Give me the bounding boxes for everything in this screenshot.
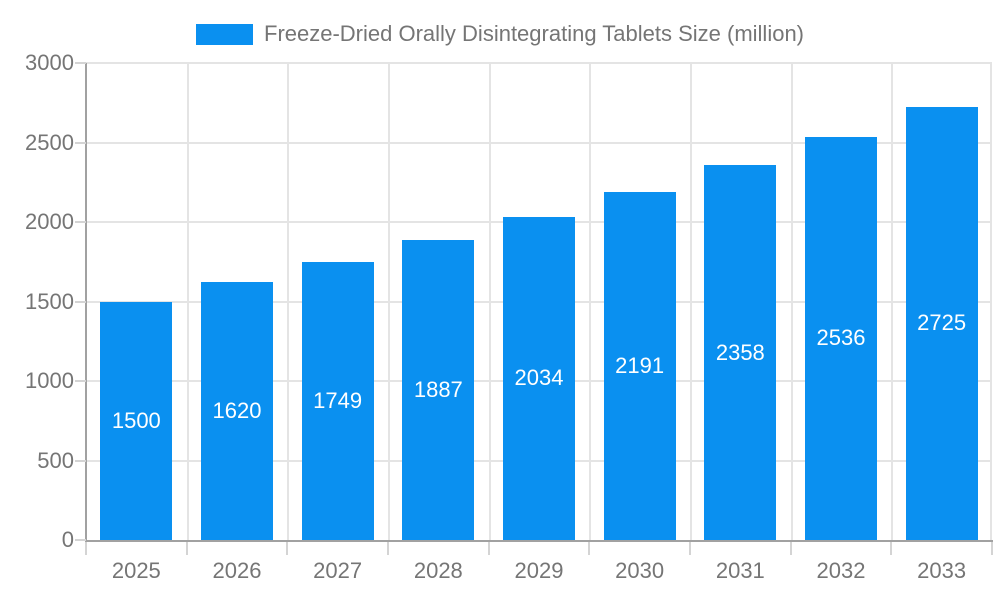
gridline-x-3 — [388, 63, 390, 540]
bar-2032[interactable]: 2536 — [805, 136, 877, 540]
bar-2028[interactable]: 1887 — [402, 239, 475, 540]
gridline-x-9 — [990, 63, 992, 540]
bar-2030[interactable]: 2191 — [603, 191, 676, 540]
x-axis-label-2031: 2031 — [715, 558, 765, 583]
x-axis-label-2026: 2026 — [212, 558, 262, 583]
y-tick-3000 — [75, 62, 86, 64]
y-axis-label-2500: 2500 — [25, 129, 74, 155]
x-axis-line — [85, 540, 993, 542]
y-tick-2500 — [75, 141, 86, 144]
bar-2025[interactable]: 1500 — [100, 301, 173, 540]
x-axis-label-2033: 2033 — [917, 558, 967, 583]
x-axis-label-2025: 2025 — [111, 558, 161, 583]
y-tick-2000 — [75, 221, 86, 223]
x-tick-1 — [185, 542, 188, 555]
plot-area: 1500 1620 1749 1887 2034 2191 2358 2536 2725 — [86, 62, 992, 540]
bar-value-label-2025: 1500 — [111, 407, 161, 433]
y-axis-label-1500: 1500 — [25, 288, 74, 314]
gridline-x-6 — [690, 63, 692, 540]
x-tick-2 — [286, 542, 289, 555]
x-tick-5 — [588, 542, 591, 555]
y-tick-1500 — [75, 300, 86, 303]
gridline-x-4 — [488, 63, 491, 540]
x-tick-7 — [789, 542, 792, 555]
bar-value-label-2027: 1749 — [313, 387, 363, 413]
gridline-y-2500 — [86, 141, 992, 144]
bar-2031[interactable]: 2358 — [704, 165, 777, 540]
bar-2033[interactable]: 2725 — [905, 106, 978, 540]
y-tick-500 — [75, 459, 86, 462]
bar-2029[interactable]: 2034 — [503, 216, 575, 540]
bar-value-label-2029: 2034 — [514, 365, 564, 391]
x-tick-3 — [387, 542, 389, 555]
gridline-x-2 — [287, 63, 290, 540]
gridline-x-5 — [589, 63, 592, 540]
x-axis-label-2030: 2030 — [615, 558, 665, 583]
x-axis-label-2028: 2028 — [413, 558, 463, 583]
x-tick-6 — [689, 542, 691, 555]
y-axis-label-1000: 1000 — [25, 368, 74, 393]
x-axis-label-2029: 2029 — [514, 558, 564, 583]
bar-value-label-2028: 1887 — [413, 376, 463, 402]
bar-value-label-2032: 2536 — [816, 325, 866, 351]
bar-2026[interactable]: 1620 — [201, 282, 273, 540]
y-tick-1000 — [75, 380, 86, 382]
legend-label: Freeze-Dried Orally Disintegrating Table… — [264, 21, 804, 46]
bar-value-label-2030: 2191 — [615, 352, 665, 378]
x-tick-8 — [890, 542, 893, 555]
bar-2027[interactable]: 1749 — [301, 261, 374, 540]
x-tick-4 — [487, 542, 490, 555]
bar-value-label-2033: 2725 — [917, 310, 967, 336]
gridline-x-1 — [186, 63, 189, 540]
gridline-x-8 — [891, 63, 894, 540]
x-axis-label-2027: 2027 — [313, 558, 363, 583]
y-axis-line — [85, 63, 87, 542]
y-axis-label-2000: 2000 — [25, 209, 74, 234]
legend-swatch-icon — [196, 23, 253, 45]
bar-value-label-2031: 2358 — [715, 339, 765, 365]
x-tick-9 — [991, 542, 993, 555]
y-axis-label-0: 0 — [61, 527, 74, 552]
y-axis-label-500: 500 — [37, 447, 74, 473]
gridline-x-7 — [790, 63, 793, 540]
x-axis-label-2032: 2032 — [816, 558, 866, 583]
gridline-y-3000 — [86, 62, 992, 64]
bar-value-label-2026: 1620 — [212, 398, 262, 424]
legend[interactable]: Freeze-Dried Orally Disintegrating Table… — [0, 21, 1000, 47]
x-tick-0 — [85, 542, 87, 555]
y-axis-label-3000: 3000 — [25, 50, 74, 75]
y-tick-0 — [75, 539, 86, 541]
